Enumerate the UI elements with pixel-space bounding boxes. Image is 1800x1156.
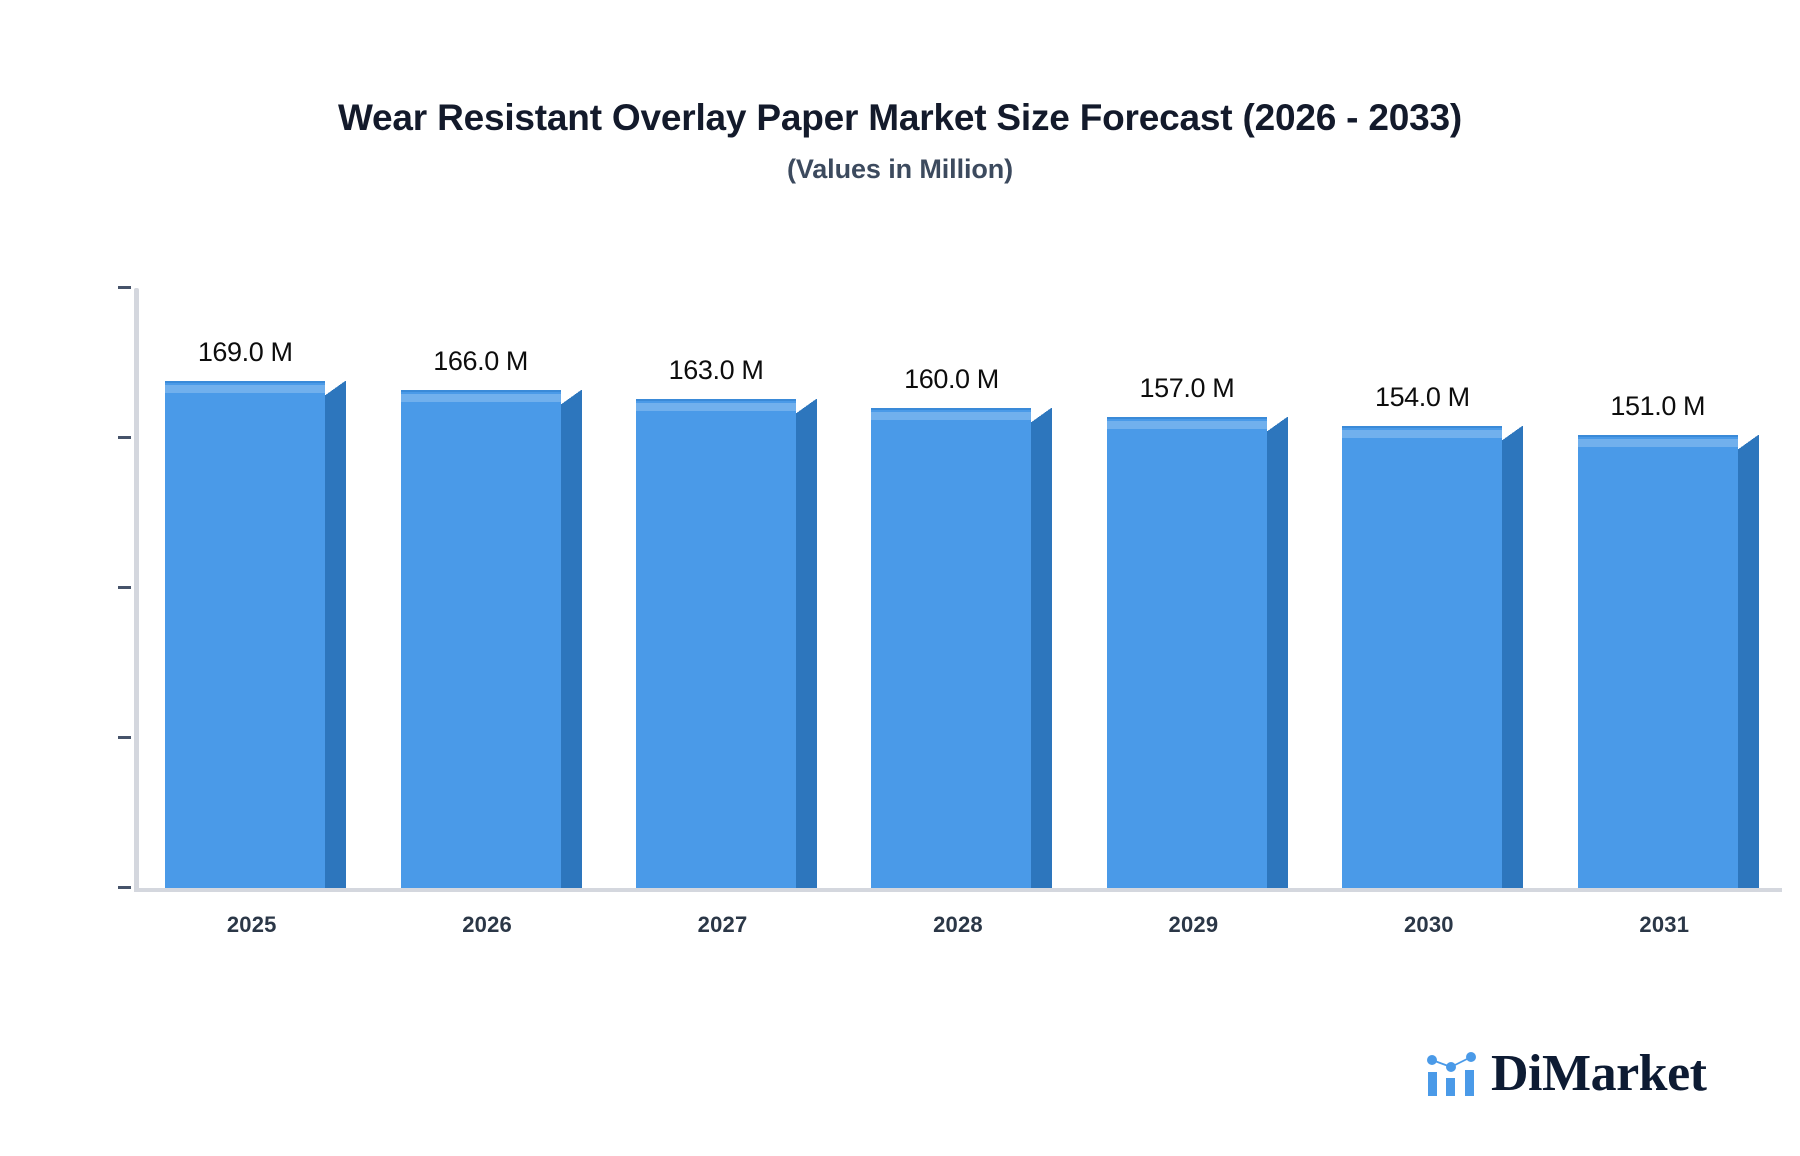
bar[interactable] [1106, 417, 1288, 888]
bar-front-face [871, 408, 1032, 888]
chart-subtitle: (Values in Million) [786, 153, 1014, 184]
bar-front-face [1106, 417, 1267, 888]
x-axis-tick-label: 2028 [933, 912, 983, 937]
bar-top-bevel [1031, 408, 1053, 423]
x-axis-line [134, 888, 1782, 892]
bar-front-face [1342, 426, 1503, 888]
bar-side-face [560, 405, 582, 888]
bar-side-face [1266, 432, 1288, 888]
bar-item[interactable] [1311, 288, 1546, 888]
bar-side-face [325, 396, 347, 888]
y-axis-tick-mark [118, 736, 131, 739]
bar-item[interactable] [605, 288, 840, 888]
bar-top-bevel [1502, 426, 1524, 441]
bar-top-bevel [1737, 435, 1759, 450]
bar-top-bevel [325, 381, 347, 396]
bar-value-label: 160.0 M [904, 364, 999, 394]
bar-top-bevel [560, 390, 582, 405]
bar-value-label: 166.0 M [433, 346, 529, 376]
bar-value-label: 151.0 M [1610, 391, 1706, 421]
brand-name: DiMarket [1491, 1045, 1707, 1102]
bar[interactable] [1577, 435, 1759, 888]
bar-item[interactable] [134, 288, 369, 888]
bar-chart-dots-icon [1427, 1052, 1476, 1096]
bar-top-bevel [1266, 417, 1288, 432]
bar[interactable] [871, 408, 1053, 888]
bar-front-face [400, 390, 561, 888]
bar-item[interactable] [369, 288, 604, 888]
x-axis-tick-label: 2030 [1403, 912, 1454, 937]
y-axis-tick-mark [118, 286, 131, 289]
y-axis-tick-mark [118, 886, 131, 889]
bar-side-face [1502, 441, 1524, 888]
x-axis-tick-label: 2029 [1168, 912, 1219, 937]
y-axis-tick-mark [118, 586, 131, 589]
bar-item[interactable] [1547, 288, 1782, 888]
bar[interactable] [636, 399, 818, 888]
y-axis-tick-mark [118, 436, 131, 439]
bar-value-label: 154.0 M [1374, 382, 1470, 412]
page-title: Wear Resistant Overlay Paper Market Size… [337, 97, 1462, 138]
bar-front-face [1577, 435, 1738, 888]
bar[interactable] [165, 381, 347, 888]
chart-header: Wear Resistant Overlay Paper Market Size… [0, 96, 1800, 185]
bar-side-face [1737, 450, 1759, 888]
bar-front-face [636, 399, 797, 888]
brand-logo: DiMarket [1424, 1044, 1707, 1104]
bar-side-face [796, 414, 818, 888]
x-axis-tick-label: 2025 [226, 912, 277, 937]
y-axis-line [134, 288, 139, 891]
bar-value-label: 157.0 M [1139, 373, 1235, 403]
bar[interactable] [400, 390, 582, 888]
x-axis-tick-label: 2031 [1639, 912, 1690, 937]
x-axis-tick-label: 2027 [697, 912, 748, 937]
bar[interactable] [1342, 426, 1524, 888]
bar-value-label: 163.0 M [668, 355, 764, 385]
bar-series [134, 288, 1782, 888]
bar-front-face [165, 381, 326, 888]
x-axis-tick-label: 2026 [462, 912, 512, 937]
bar-value-label: 169.0 M [197, 337, 293, 367]
bar-side-face [1031, 423, 1053, 888]
bar-item[interactable] [1076, 288, 1311, 888]
bar-item[interactable] [840, 288, 1075, 888]
bar-top-bevel [796, 399, 818, 414]
